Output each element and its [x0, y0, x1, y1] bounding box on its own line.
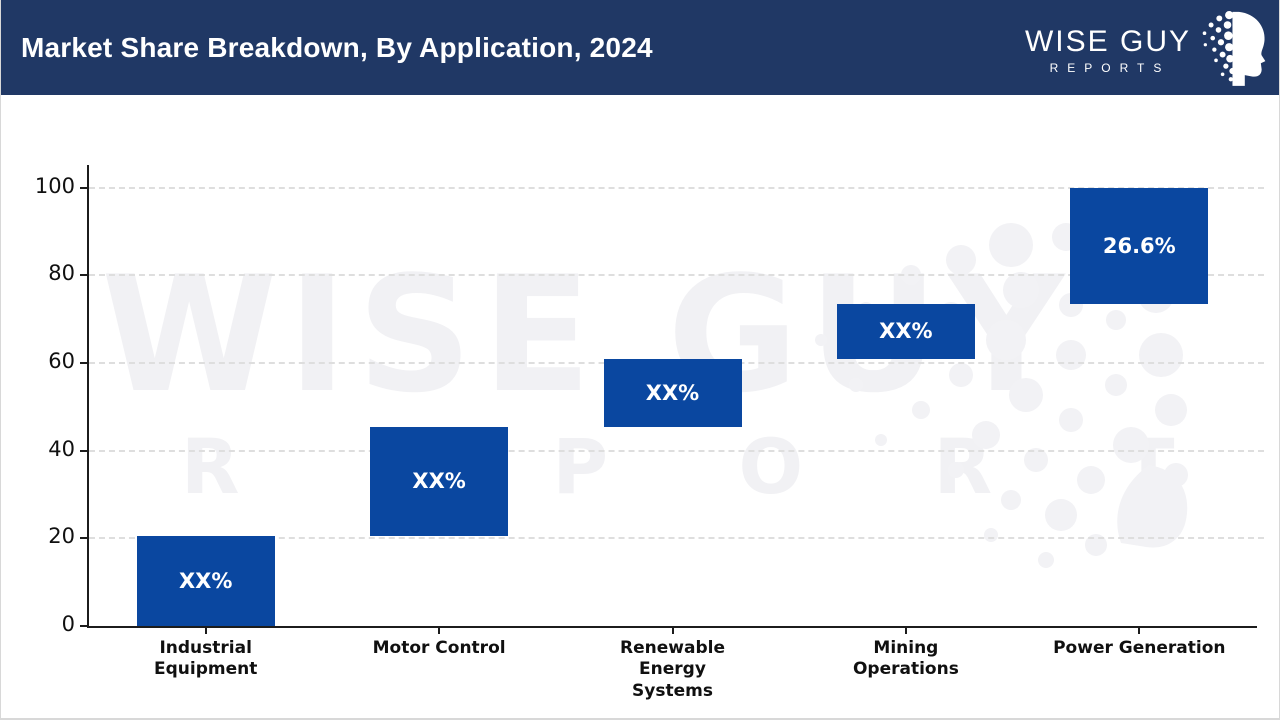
y-tick-mark [80, 362, 87, 365]
bar-value-label: XX% [412, 469, 466, 494]
logo-subtitle: REPORTS [1049, 60, 1171, 75]
watermark-line2: R E P O R T S [181, 422, 1279, 511]
logo-text: WISE GUY REPORTS [1024, 24, 1191, 75]
bar-motor-control: XX% [370, 426, 509, 537]
x-tick-mark [671, 628, 674, 634]
x-category-label-power-generation: Power Generation [1053, 638, 1226, 658]
x-category-label-motor-control: Motor Control [372, 638, 506, 658]
x-category-label-industrial-equipment: Industrial Equipment [154, 638, 258, 680]
y-tick-mark [80, 274, 87, 277]
header: Market Share Breakdown, By Application, … [1, 0, 1279, 95]
gridline [89, 186, 1264, 189]
x-category-label-renewable-energy-systems: Renewable Energy Systems [620, 638, 725, 701]
y-tick-mark [80, 449, 87, 452]
gridline [89, 537, 1264, 540]
x-tick-mark [1138, 628, 1141, 634]
bar-mining-operations: XX% [836, 304, 975, 359]
y-tick-label: 60 [48, 349, 75, 374]
y-tick-label: 100 [34, 173, 75, 198]
logo-wordmark: WISE GUY [1024, 24, 1191, 58]
bar-industrial-equipment: XX% [136, 536, 275, 626]
bar-value-label: XX% [178, 569, 233, 594]
y-axis-line [87, 165, 89, 628]
bar-value-label: XX% [879, 319, 933, 344]
y-tick-label: 0 [61, 612, 75, 636]
y-tick-label: 80 [48, 261, 75, 286]
x-axis-line [87, 626, 1257, 628]
bar-power-generation: 26.6% [1070, 187, 1209, 305]
x-category-label-mining-operations: Mining Operations [852, 638, 959, 680]
x-tick-mark [204, 628, 207, 634]
y-tick-label: 20 [48, 524, 75, 549]
y-tick-mark [80, 537, 87, 540]
y-tick-mark [80, 186, 87, 189]
gridline [89, 274, 1264, 277]
wiseguy-logo: WISE GUY REPORTS [1025, 6, 1267, 90]
bar-renewable-energy-systems: XX% [603, 358, 742, 427]
y-tick-mark [80, 625, 87, 627]
x-tick-mark [438, 628, 441, 634]
head-icon [1202, 11, 1266, 86]
x-tick-mark [904, 628, 907, 634]
gridline [89, 449, 1264, 452]
y-tick-label: 40 [48, 436, 75, 461]
bar-value-label: XX% [645, 380, 700, 405]
page-title: Market Share Breakdown, By Application, … [21, 31, 653, 63]
bar-value-label: 26.6% [1102, 233, 1176, 258]
